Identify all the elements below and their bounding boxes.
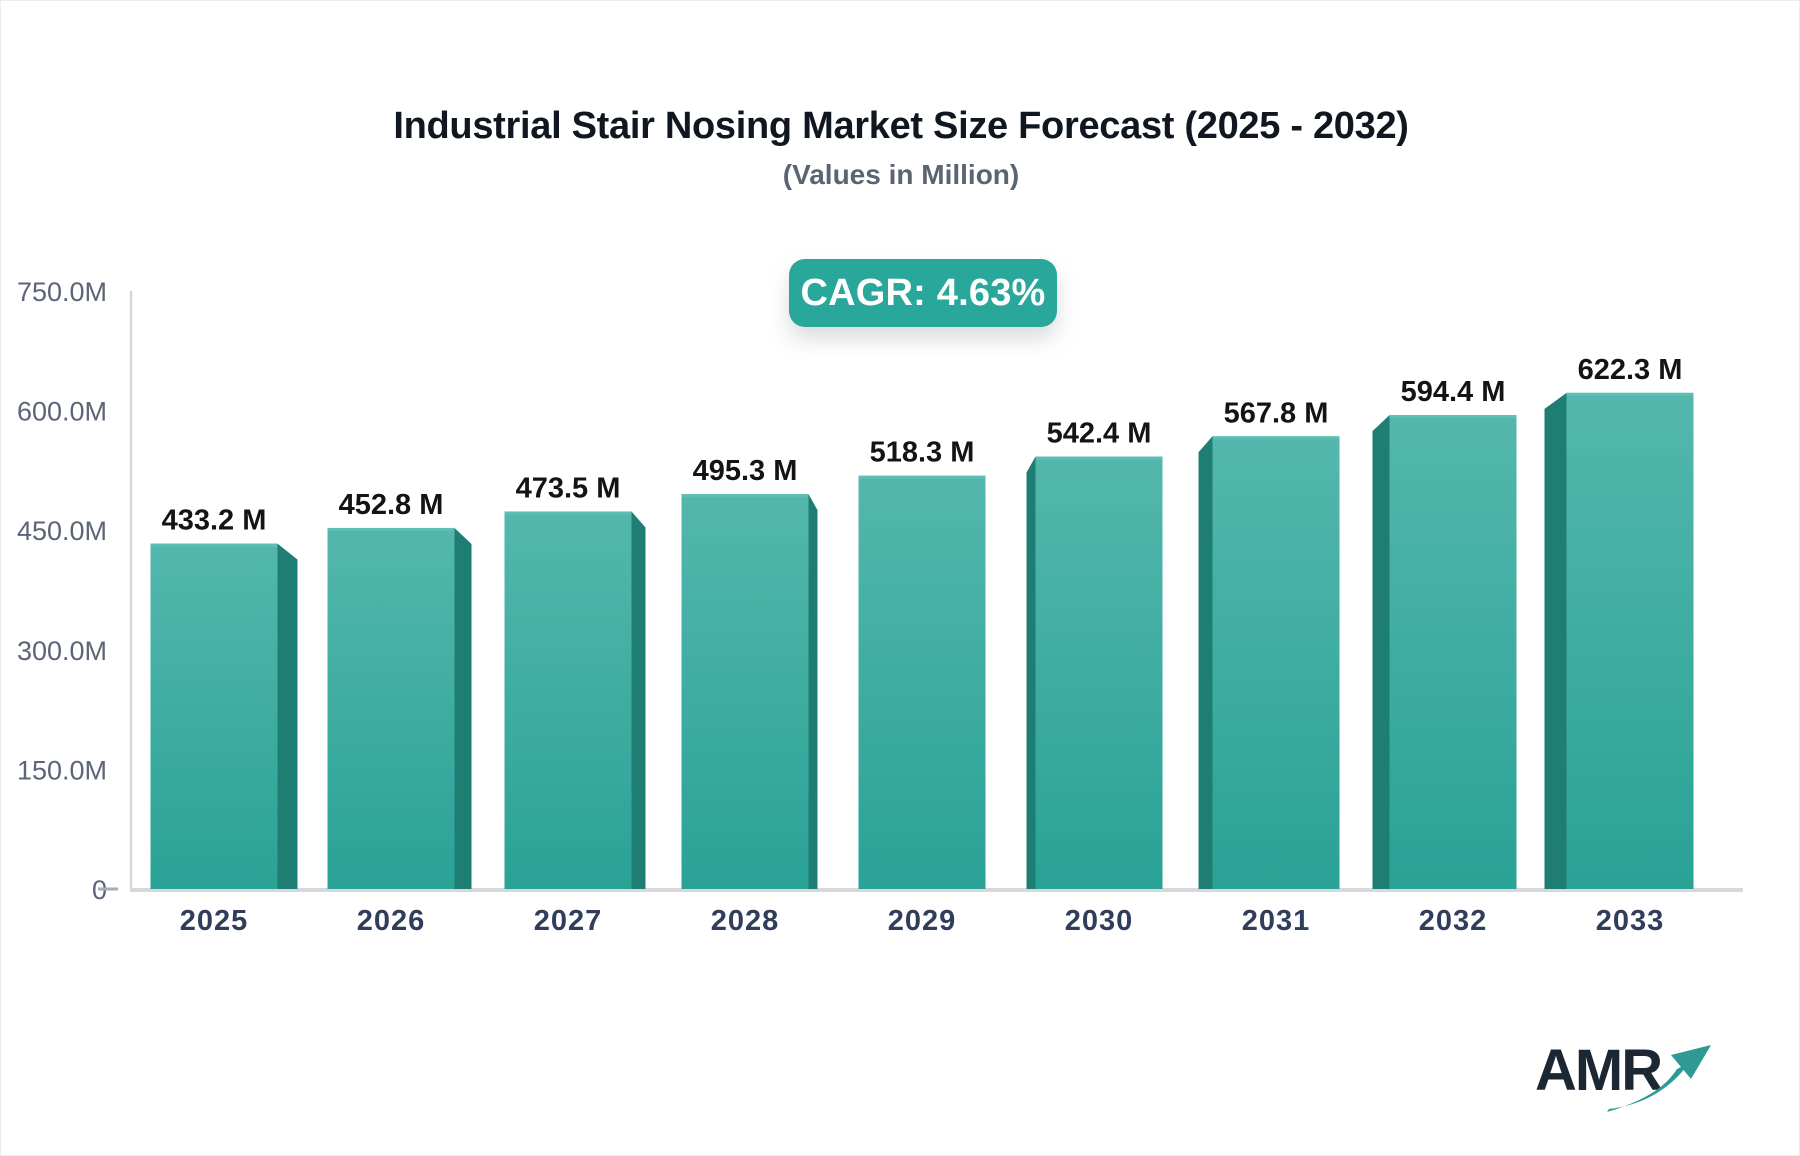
bar-top-edge [1389, 415, 1517, 419]
x-axis-category-label: 2026 [357, 905, 426, 937]
amr-logo: AMR [1529, 1031, 1719, 1121]
bar-side-2028 [808, 494, 818, 889]
growth-arrow-head [1671, 1045, 1711, 1079]
bar-value-label: 473.5 M [516, 472, 621, 504]
bar-2025 [150, 543, 278, 889]
cagr-badge-label: CAGR: 4.63% [800, 271, 1046, 314]
bar-top-edge [150, 543, 278, 547]
bar-value-label: 542.4 M [1047, 418, 1152, 450]
bar-value-label: 567.8 M [1224, 397, 1329, 429]
bar-top-edge [1566, 392, 1694, 396]
bar-side-2031 [1198, 436, 1213, 889]
bar-value-label: 518.3 M [870, 437, 975, 469]
y-axis-tick-label: 450.0M [17, 516, 107, 546]
bar-2029 [858, 475, 986, 889]
bar-2026 [327, 527, 455, 889]
bar-value-label: 433.2 M [162, 505, 267, 537]
bar-2028 [681, 494, 809, 889]
bar-top-edge [858, 475, 986, 479]
x-axis-category-label: 2030 [1065, 905, 1134, 937]
bar-2032 [1389, 415, 1517, 889]
bar-side-2027 [631, 511, 646, 889]
y-axis-tick-label: 300.0M [17, 636, 107, 666]
bar-side-2030 [1026, 456, 1036, 889]
growth-arrow-icon [1607, 1045, 1711, 1112]
y-axis-tick-label: 750.0M [17, 277, 107, 307]
x-axis-category-label: 2027 [534, 905, 603, 937]
bar-top-edge [1035, 456, 1163, 460]
growth-arrow-swoosh [1607, 1063, 1689, 1112]
x-axis-category-label: 2031 [1242, 905, 1311, 937]
bar-side-2033 [1544, 392, 1567, 889]
x-axis-category-label: 2025 [180, 905, 249, 937]
x-axis-category-label: 2032 [1419, 905, 1488, 937]
bar-side-2032 [1372, 415, 1390, 889]
bar-top-edge [1212, 436, 1340, 440]
x-axis-category-label: 2029 [888, 905, 957, 937]
y-axis-tick-label: 600.0M [17, 397, 107, 427]
bar-value-label: 622.3 M [1578, 354, 1683, 386]
chart-title: Industrial Stair Nosing Market Size Fore… [393, 105, 1409, 147]
bar-side-2025 [277, 543, 298, 889]
amr-logo-text: AMR [1535, 1038, 1663, 1103]
bar-value-label: 594.4 M [1401, 376, 1506, 408]
bar-top-edge [681, 494, 809, 498]
y-axis-tick-label: 150.0M [17, 755, 107, 785]
x-axis-category-label: 2033 [1596, 905, 1665, 937]
bar-top-edge [504, 511, 632, 515]
x-axis-category-label: 2028 [711, 905, 780, 937]
bar-2030 [1035, 456, 1163, 889]
chart-subtitle: (Values in Million) [782, 159, 1020, 190]
bar-2033 [1566, 392, 1694, 889]
bar-value-label: 452.8 M [339, 489, 444, 521]
bar-2031 [1212, 436, 1340, 889]
cagr-badge: CAGR: 4.63% [789, 259, 1057, 327]
bar-side-2026 [454, 527, 472, 889]
bar-2027 [504, 511, 632, 889]
bar-value-label: 495.3 M [693, 455, 798, 487]
bar-top-edge [327, 527, 455, 531]
